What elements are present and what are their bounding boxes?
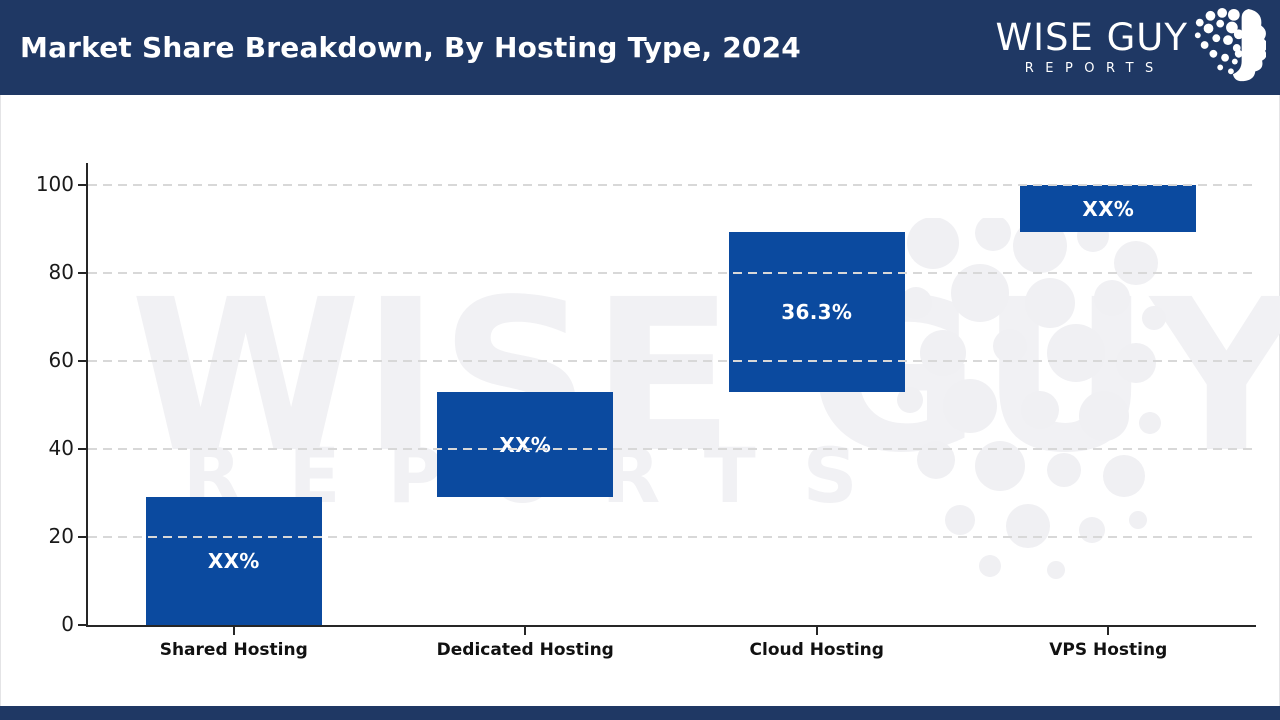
y-tick-mark — [78, 272, 86, 274]
x-axis-line — [86, 625, 1256, 627]
y-tick-label: 80 — [48, 259, 74, 284]
bar-value-label: 36.3% — [781, 299, 853, 324]
bar-dedicated-hosting: XX% — [437, 391, 614, 498]
x-category-label: Shared Hosting — [159, 640, 308, 660]
x-category-label: VPS Hosting — [1049, 640, 1168, 660]
y-tick-label: 40 — [48, 435, 74, 460]
y-tick-mark — [78, 448, 86, 450]
chart-title: Market Share Breakdown, By Hosting Type,… — [20, 31, 801, 64]
header-band: Market Share Breakdown, By Hosting Type,… — [0, 0, 1280, 95]
brand-face-icon — [1190, 5, 1268, 91]
y-tick-mark — [78, 536, 86, 538]
brand-tagline: REPORTS — [1024, 61, 1165, 76]
x-category-label: Cloud Hosting — [749, 640, 884, 660]
brand-logo: WISE GUY REPORTS — [996, 5, 1268, 91]
brand-name: WISE GUY — [995, 16, 1188, 59]
y-tick-mark — [78, 184, 86, 186]
x-tick-mark — [1107, 627, 1110, 635]
watermark-face-dots — [888, 215, 1188, 592]
grid-line — [88, 184, 1254, 186]
bar-value-label: XX% — [207, 549, 260, 574]
y-tick-label: 0 — [61, 611, 74, 636]
y-tick-label: 100 — [35, 171, 74, 196]
y-tick-label: 60 — [48, 347, 74, 372]
y-tick-label: 20 — [48, 523, 74, 548]
y-axis-line — [86, 163, 88, 627]
y-tick-mark — [78, 360, 86, 362]
grid-line — [88, 272, 1254, 274]
bar-vps-hosting: XX% — [1020, 185, 1197, 233]
x-tick-mark — [815, 627, 818, 635]
y-tick-mark — [78, 624, 86, 626]
bar-cloud-hosting: 36.3% — [728, 232, 905, 392]
x-tick-mark — [232, 627, 235, 635]
bar-shared-hosting: XX% — [145, 497, 322, 625]
footer-band — [0, 706, 1280, 720]
bar-value-label: XX% — [1082, 196, 1135, 221]
grid-line — [88, 536, 1254, 538]
grid-line — [88, 360, 1254, 362]
x-category-label: Dedicated Hosting — [436, 640, 614, 660]
grid-line — [88, 448, 1254, 450]
brand-wordmark: WISE GUY REPORTS — [996, 19, 1188, 76]
x-tick-mark — [524, 627, 527, 635]
bar-value-label: XX% — [499, 432, 552, 457]
